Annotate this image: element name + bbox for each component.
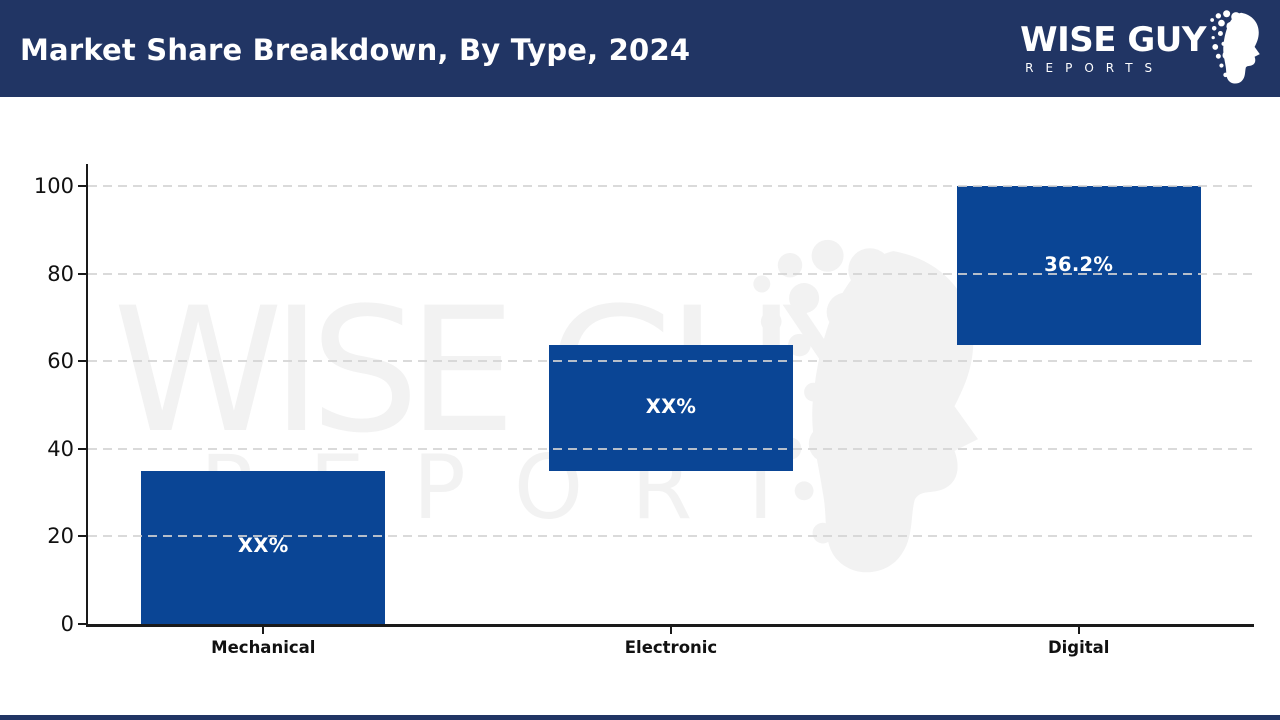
y-tick-mark bbox=[78, 447, 86, 450]
bar-digital: 36.2% bbox=[956, 186, 1201, 345]
y-tick-label: 20 bbox=[47, 524, 74, 549]
logo-face-icon bbox=[1210, 10, 1260, 84]
gridline-100 bbox=[88, 185, 1254, 188]
chart-title: Market Share Breakdown, By Type, 2024 bbox=[20, 33, 691, 67]
y-axis-line bbox=[86, 164, 88, 626]
gridline-80 bbox=[88, 272, 1254, 275]
y-tick-label: 100 bbox=[33, 174, 74, 199]
y-tick-mark bbox=[78, 272, 86, 275]
x-axis-line bbox=[86, 624, 1254, 627]
header-bar: Market Share Breakdown, By Type, 2024 WI… bbox=[0, 0, 1280, 97]
gridline-60 bbox=[88, 360, 1254, 363]
y-tick-mark bbox=[78, 623, 86, 625]
bar-value-label: XX% bbox=[238, 534, 289, 558]
brand-name: WISE GUY bbox=[1020, 20, 1206, 61]
y-tick-mark bbox=[78, 535, 86, 538]
x-tick-mark bbox=[670, 626, 672, 634]
y-tick-label: 60 bbox=[47, 349, 74, 374]
gridline-20 bbox=[88, 535, 1254, 538]
bar-value-label: 36.2% bbox=[1044, 252, 1114, 276]
y-tick-label: 0 bbox=[60, 612, 74, 636]
bar-value-label: XX% bbox=[645, 394, 697, 418]
x-category-label-digital: Digital bbox=[1047, 638, 1110, 657]
chart-area: WISE GUY REPORTS XX%XX%36.2%020406080100… bbox=[0, 97, 1280, 715]
gridline-40 bbox=[88, 447, 1254, 450]
x-category-label-electronic: Electronic bbox=[624, 638, 718, 657]
bar-electronic: XX% bbox=[549, 344, 793, 471]
y-tick-mark bbox=[78, 360, 86, 363]
brand-text: WISE GUY REPORTS bbox=[1020, 20, 1206, 75]
x-tick-mark bbox=[1077, 626, 1080, 634]
x-category-label-mechanical: Mechanical bbox=[211, 638, 316, 657]
x-tick-mark bbox=[262, 626, 265, 634]
y-tick-label: 40 bbox=[47, 436, 74, 461]
brand-logo: WISE GUY REPORTS bbox=[1020, 6, 1266, 92]
bar-mechanical: XX% bbox=[141, 470, 386, 624]
y-tick-mark bbox=[78, 185, 86, 188]
brand-subname: REPORTS bbox=[1025, 60, 1165, 75]
footer-bar bbox=[0, 715, 1280, 720]
y-tick-label: 80 bbox=[47, 261, 74, 286]
